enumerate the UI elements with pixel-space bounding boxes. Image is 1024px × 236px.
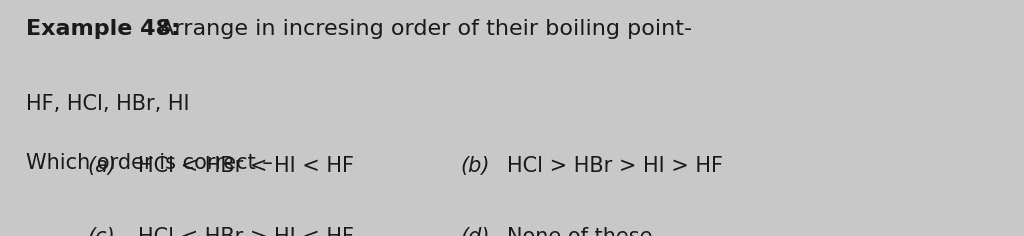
Text: (a): (a) — [87, 156, 116, 176]
Text: (b): (b) — [461, 156, 490, 176]
Text: Example 48:: Example 48: — [26, 19, 179, 39]
Text: HF, HCl, HBr, HI: HF, HCl, HBr, HI — [26, 94, 189, 114]
Text: (d): (d) — [461, 227, 490, 236]
Text: Arrange in incresing order of their boiling point-: Arrange in incresing order of their boil… — [152, 19, 691, 39]
Text: Which order is correct –: Which order is correct – — [26, 153, 272, 173]
Text: HCl < HBr > HI < HF: HCl < HBr > HI < HF — [138, 227, 354, 236]
Text: HCl < HBr < HI < HF: HCl < HBr < HI < HF — [138, 156, 354, 176]
Text: (c): (c) — [87, 227, 115, 236]
Text: None of these: None of these — [507, 227, 652, 236]
Text: HCl > HBr > HI > HF: HCl > HBr > HI > HF — [507, 156, 723, 176]
